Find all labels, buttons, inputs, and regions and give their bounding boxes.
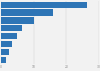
- Bar: [1, 2, 87, 8]
- Bar: [1, 49, 9, 55]
- Bar: [1, 33, 17, 39]
- Bar: [1, 17, 34, 24]
- Bar: [1, 41, 12, 47]
- Bar: [1, 25, 22, 31]
- Bar: [1, 57, 6, 63]
- Bar: [1, 9, 53, 16]
